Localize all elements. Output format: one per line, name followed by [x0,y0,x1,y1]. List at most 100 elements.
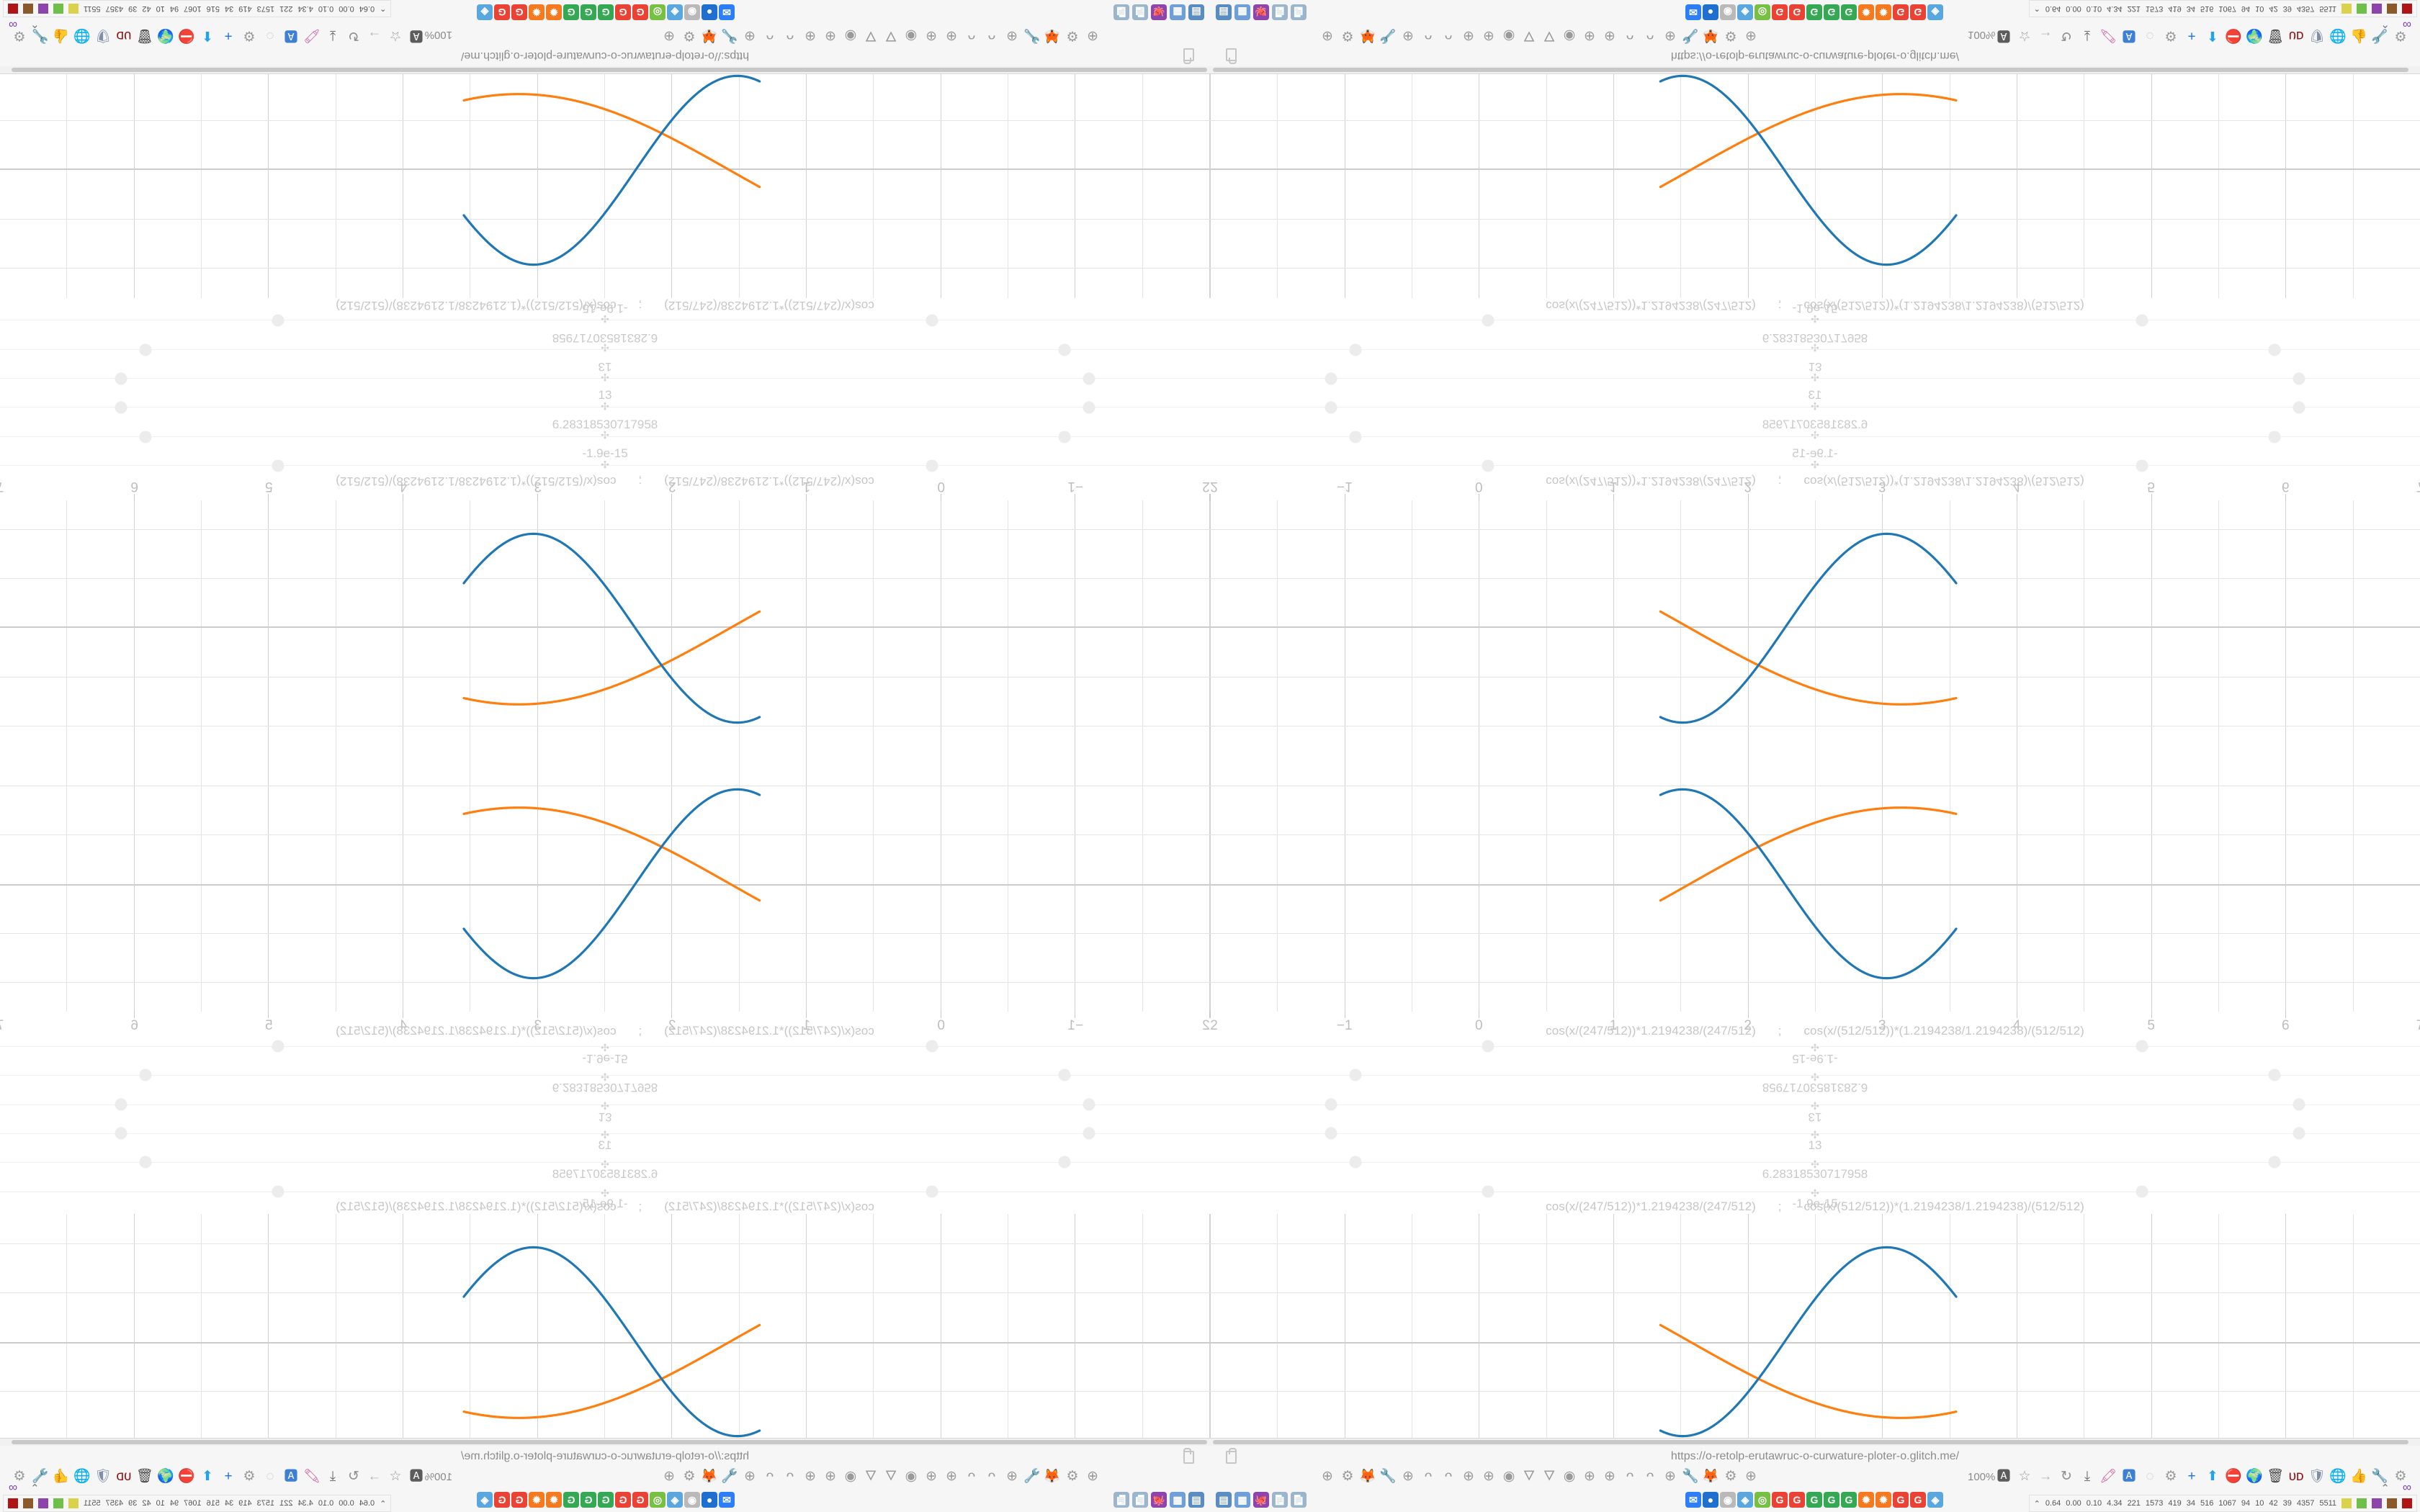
tab-strip[interactable]: ✉ ● ◉ ◈ ◎ G G G G G ✹ ✹ G G ◈ ▤ ▦ 🐙 📄 📄 [1210,1490,2420,1512]
headset-icon-2[interactable]: ᴖ [967,28,976,43]
pill-icon[interactable]: ◌ [266,1469,274,1484]
tab-google-6[interactable]: G [1893,4,1909,20]
tab-mail[interactable]: ✉ [1685,4,1701,20]
translate-icon[interactable]: 🅰 [2122,28,2136,43]
slider-thumb-count-lower-mirror[interactable] [115,372,127,385]
wrench-icon[interactable]: 🔧 [1023,1469,1041,1484]
translate-icon[interactable]: 🅰 [284,1469,298,1484]
trash-icon[interactable]: 🗑 [2266,1469,2285,1484]
slider-track[interactable] [1210,1133,2420,1134]
wrench-icon[interactable]: 🔧 [1379,1469,1397,1484]
thumbs-up-icon[interactable]: 👍 [53,1469,70,1484]
tab-google-1[interactable]: G [1772,1492,1788,1508]
slider-thumb-phase-lower[interactable] [2136,314,2148,327]
globe-icon-5[interactable]: ⊕ [1584,1469,1595,1484]
tab-star-1[interactable]: ✹ [1858,1492,1874,1508]
globe-icon-6[interactable]: ⊕ [1604,1469,1615,1484]
headset-icon-4[interactable]: ᴖ [766,1469,774,1484]
app-octopus[interactable]: 🐙 [1253,1492,1269,1508]
ublock-icon[interactable]: ᴜᴅ [116,1469,132,1484]
settings-icon[interactable]: ⚙ [243,28,256,43]
wrench-icon-2[interactable]: 🔧 [1682,28,1699,43]
target-dot-icon[interactable]: ✣ [1811,1129,1819,1140]
app-terminal[interactable]: ▤ [1188,4,1204,20]
olive-icon-2[interactable]: ◉ [1563,1469,1576,1484]
horizontal-scrollbar[interactable] [1210,1439,2420,1446]
plus-icon[interactable]: + [2187,1469,2196,1484]
app-octopus[interactable]: 🐙 [1151,1492,1167,1508]
globe-icon-8[interactable]: ⊕ [1745,28,1757,43]
tab-mail[interactable]: ✉ [719,4,735,20]
chevron-up-icon[interactable]: ⌃ [2380,17,2390,30]
slider-thumb-period-upper-mirror[interactable] [1349,431,1362,444]
tab-star-2[interactable]: ✹ [1876,4,1891,20]
filter-icon[interactable]: 🜄 [884,28,897,43]
tab-google-3[interactable]: G [1806,1492,1822,1508]
olive-icon[interactable]: ◉ [1502,1469,1515,1484]
slider-handle-icon[interactable]: ✣ [601,459,609,470]
headset-icon-3[interactable]: ᴖ [786,1469,794,1484]
tab-google-4[interactable]: G [1824,1492,1839,1508]
infinity-icon[interactable]: ∞ [9,1480,18,1494]
wrench-icon[interactable]: 🔧 [1379,28,1397,43]
globe-icon-8[interactable]: ⊕ [663,28,675,43]
olive-icon[interactable]: ◉ [905,28,918,43]
slider-thumb-period-lower-mirror[interactable] [1058,343,1071,356]
slider-thumb-phase-lower[interactable] [2136,1185,2148,1198]
forward-icon[interactable]: → [2038,1469,2053,1484]
tab-globe[interactable]: ◈ [667,1492,683,1508]
download-up-icon[interactable]: ⬆ [2207,28,2218,43]
globe-icon-6[interactable]: ⊕ [1604,28,1615,43]
network-icon[interactable]: 🌍 [157,1469,174,1484]
slider-thumb-count-lower-mirror[interactable] [2293,1127,2305,1140]
tab-drop[interactable]: ● [702,4,717,20]
globe-icon-2[interactable]: ⊕ [1006,1469,1018,1484]
infinity-icon[interactable]: ∞ [9,18,18,32]
tab-star-2[interactable]: ✹ [529,4,544,20]
pill-icon[interactable]: ◌ [2146,28,2154,43]
horizontal-scrollbar[interactable] [0,66,1210,73]
globe-icon-3[interactable]: ⊕ [946,1469,957,1484]
globe-icon[interactable]: 🌐 [73,1469,91,1484]
reload-icon[interactable]: ↻ [348,1469,359,1484]
filter-icon[interactable]: 🜄 [1523,28,1536,43]
adblock-icon[interactable]: ⛔ [178,28,195,43]
network-icon[interactable]: 🌍 [2246,28,2263,43]
globe-icon-5[interactable]: ⊕ [825,1469,836,1484]
plus-icon[interactable]: + [224,28,233,43]
download-up-icon[interactable]: ⬆ [202,1469,213,1484]
adblock-icon[interactable]: ⛔ [2225,28,2242,43]
tab-compass[interactable]: ◎ [650,1492,666,1508]
move-handle-icon[interactable]: ✣ [601,342,609,354]
plus-icon[interactable]: + [2187,28,2196,43]
filter-icon-2[interactable]: 🜄 [864,1469,877,1484]
chevron-up-icon[interactable]: ⌃ [30,17,40,30]
address-bar[interactable]: https://o-retolp-erutawruc-o-curwature-p… [0,45,1210,63]
app-octopus[interactable]: 🐙 [1253,4,1269,20]
pill-icon[interactable]: ◌ [2146,1469,2154,1484]
gear-icon[interactable]: ⚙ [1066,28,1079,43]
move-handle-icon[interactable]: ✣ [601,429,609,441]
app-docs[interactable]: 📄 [1272,4,1288,20]
tab-google-3[interactable]: G [598,1492,614,1508]
pill-icon[interactable]: ◌ [266,28,274,43]
thumbs-up-icon[interactable]: 👍 [2350,1469,2367,1484]
thumbs-up-icon[interactable]: 👍 [2350,28,2367,43]
globe-icon-6[interactable]: ⊕ [805,1469,816,1484]
tab-compass[interactable]: ◎ [650,4,666,20]
tab-star-1[interactable]: ✹ [546,1492,562,1508]
tab-mute[interactable]: ◉ [1720,4,1736,20]
trash-icon[interactable]: 🗑 [135,1469,154,1484]
headset-icon-4[interactable]: ᴖ [1646,1469,1654,1484]
tab-drop[interactable]: ● [1703,1492,1718,1508]
slider-thumb-period-lower-mirror[interactable] [1349,343,1362,356]
reload-icon[interactable]: ↻ [2061,28,2072,43]
zoom-level-label[interactable]: 100% [1968,1471,1996,1483]
slider-thumb-phase-upper[interactable] [2136,459,2148,472]
app-docs-2[interactable]: 📄 [1291,1492,1307,1508]
shield-icon[interactable]: 🛡 [94,1469,112,1484]
tab-google-5[interactable]: G [1841,1492,1857,1508]
app-octopus[interactable]: 🐙 [1151,4,1167,20]
plot-panel-lower[interactable] [1210,1214,2420,1439]
slider-track[interactable] [1210,1046,2420,1047]
